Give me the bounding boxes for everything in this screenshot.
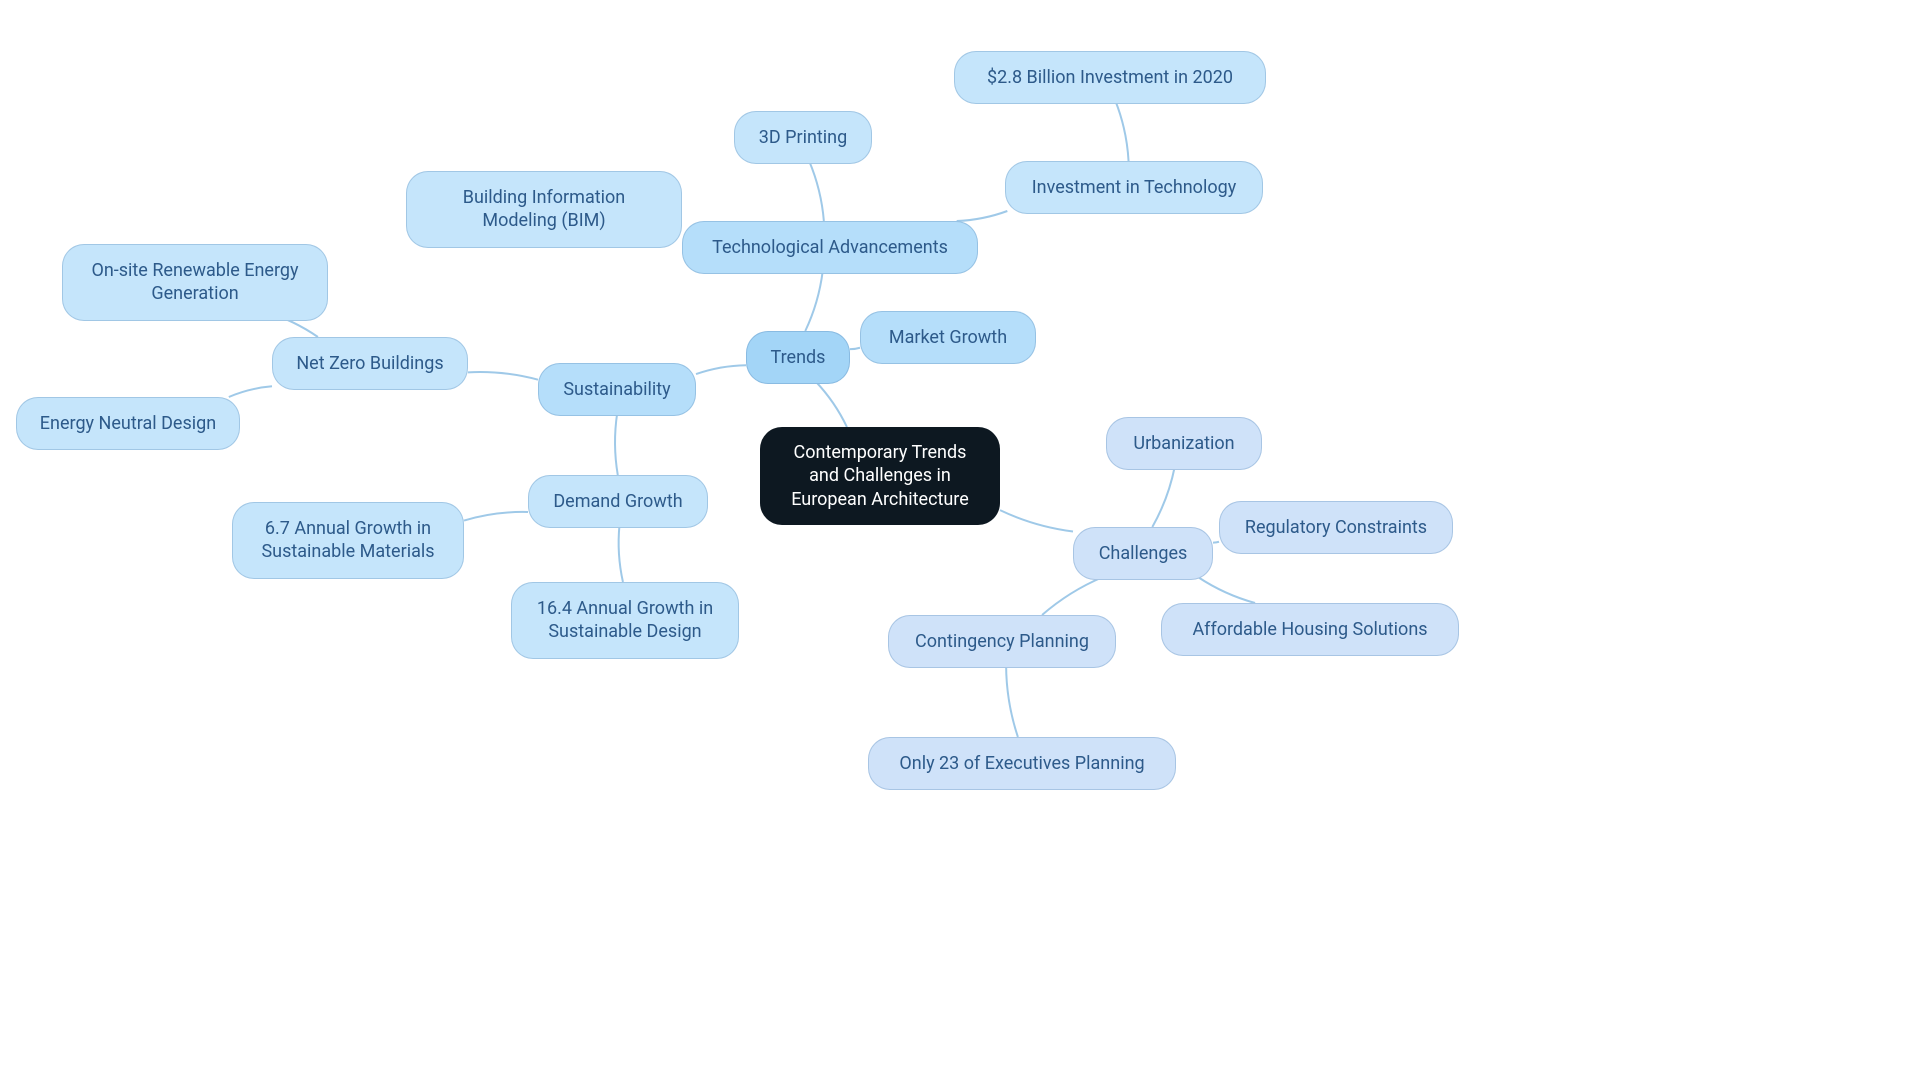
edge-net_zero-energy_neutral: [229, 386, 272, 397]
mindmap-canvas: Contemporary Trends and Challenges in Eu…: [0, 0, 1920, 1083]
node-demand_growth: Demand Growth: [528, 475, 708, 528]
node-invest_tech: Investment in Technology: [1005, 161, 1263, 214]
node-market_growth: Market Growth: [860, 311, 1036, 364]
node-affordable: Affordable Housing Solutions: [1161, 603, 1459, 656]
edge-sustainability-demand_growth: [615, 413, 618, 475]
edge-sustainability-net_zero: [468, 372, 538, 380]
edge-challenges-contingency: [1042, 577, 1103, 615]
node-root: Contemporary Trends and Challenges in Eu…: [760, 427, 1000, 525]
node-urbanization: Urbanization: [1106, 417, 1262, 470]
edge-root-trends: [815, 381, 847, 427]
edge-demand_growth-growth67: [464, 512, 528, 521]
edge-tech_adv-invest_tech: [957, 211, 1008, 221]
node-growth67: 6.7 Annual Growth in Sustainable Materia…: [232, 502, 464, 579]
node-printing3d: 3D Printing: [734, 111, 872, 164]
node-energy_neutral: Energy Neutral Design: [16, 397, 240, 450]
edge-contingency-only23: [1006, 665, 1018, 737]
edge-trends-market_growth: [850, 348, 860, 349]
node-trends: Trends: [746, 331, 850, 384]
node-regulatory: Regulatory Constraints: [1219, 501, 1453, 554]
edge-root-challenges: [1000, 510, 1073, 531]
node-tech_adv: Technological Advancements: [682, 221, 978, 274]
edge-trends-sustainability: [696, 365, 746, 374]
edge-demand_growth-growth164: [619, 525, 623, 582]
node-sustainability: Sustainability: [538, 363, 696, 416]
node-bim: Building Information Modeling (BIM): [406, 171, 682, 248]
node-net_zero: Net Zero Buildings: [272, 337, 468, 390]
edge-trends-tech_adv: [805, 271, 822, 331]
node-challenges: Challenges: [1073, 527, 1213, 580]
edge-challenges-affordable: [1198, 577, 1255, 603]
node-onsite: On-site Renewable Energy Generation: [62, 244, 328, 321]
edge-invest_tech-billion28: [1115, 101, 1128, 161]
node-contingency: Contingency Planning: [888, 615, 1116, 668]
node-only23: Only 23 of Executives Planning: [868, 737, 1176, 790]
edge-challenges-urbanization: [1152, 467, 1174, 527]
edge-challenges-regulatory: [1213, 542, 1219, 543]
node-growth164: 16.4 Annual Growth in Sustainable Design: [511, 582, 739, 659]
edge-tech_adv-printing3d: [809, 161, 824, 221]
node-billion28: $2.8 Billion Investment in 2020: [954, 51, 1266, 104]
